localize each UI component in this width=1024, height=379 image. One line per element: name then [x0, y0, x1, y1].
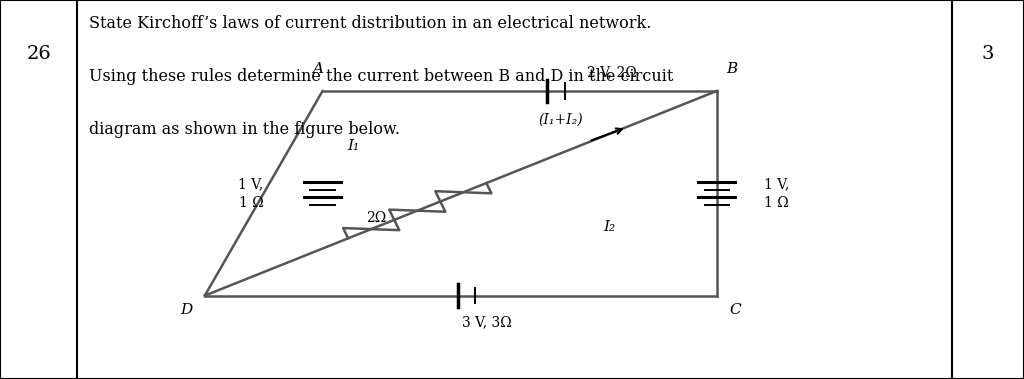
Text: D: D [180, 303, 193, 317]
Text: 3 V, 3Ω: 3 V, 3Ω [462, 315, 511, 329]
Text: I₁: I₁ [347, 139, 359, 153]
Text: 1 Ω: 1 Ω [764, 196, 788, 210]
Text: A: A [312, 62, 323, 76]
Text: 2Ω: 2Ω [367, 211, 386, 225]
Text: State Kirchoff’s laws of current distribution in an electrical network.: State Kirchoff’s laws of current distrib… [89, 15, 651, 32]
Text: diagram as shown in the figure below.: diagram as shown in the figure below. [89, 121, 400, 138]
Text: 26: 26 [27, 45, 51, 63]
Text: 2 V, 2Ω: 2 V, 2Ω [587, 65, 637, 79]
Text: Using these rules determine the current between B and D in the circuit: Using these rules determine the current … [89, 68, 674, 85]
Text: 3: 3 [982, 45, 994, 63]
Text: 1 V,: 1 V, [239, 177, 263, 191]
Text: (I₁+I₂): (I₁+I₂) [539, 113, 584, 126]
Text: B: B [727, 62, 737, 76]
Text: I₂: I₂ [603, 221, 615, 234]
Text: 1 V,: 1 V, [764, 177, 788, 191]
Text: C: C [729, 303, 741, 317]
Text: 1 Ω: 1 Ω [239, 196, 263, 210]
